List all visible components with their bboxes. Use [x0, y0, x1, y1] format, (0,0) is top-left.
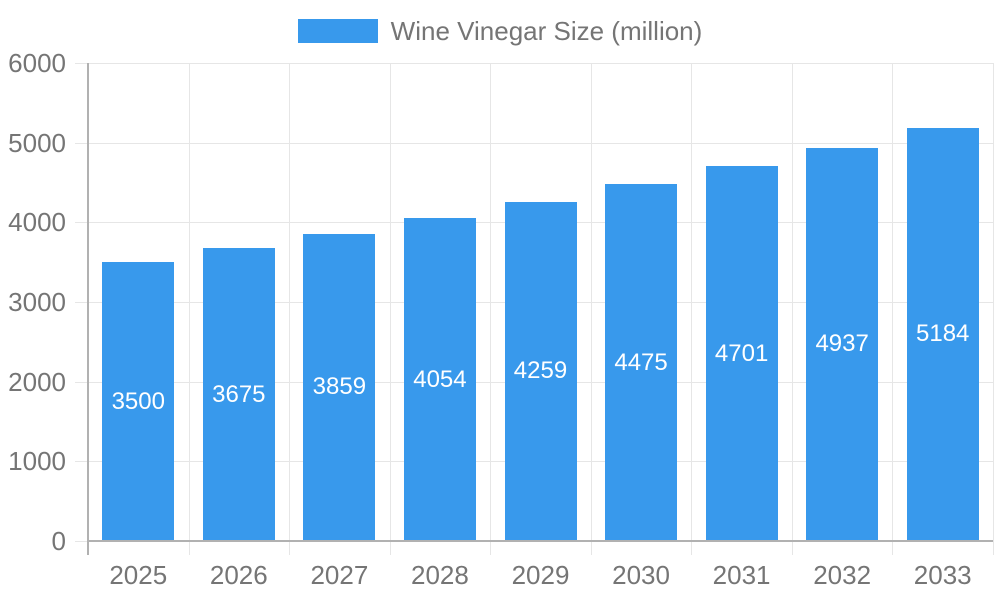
- y-axis-tick-label: 4000: [8, 207, 66, 238]
- bar-2032[interactable]: 4937: [806, 147, 879, 541]
- bar-value-label: 4259: [513, 357, 568, 385]
- bar-2025[interactable]: 3500: [102, 262, 175, 541]
- bar-value-label: 4475: [614, 348, 668, 376]
- bar-2029[interactable]: 4259: [504, 201, 577, 541]
- bar-value-label: 4054: [413, 365, 467, 393]
- y-axis-line: [87, 63, 89, 555]
- bar-value-label: 3675: [212, 380, 266, 408]
- bar-2027[interactable]: 3859: [303, 233, 376, 541]
- y-axis-tick-label: 0: [51, 526, 66, 556]
- bar-value-label: 5184: [916, 320, 970, 348]
- gridline-vertical: [691, 63, 693, 555]
- bar-2031[interactable]: 4701: [705, 166, 778, 541]
- bar-value-label: 3859: [312, 373, 367, 401]
- gridline-vertical: [993, 63, 994, 555]
- x-axis-tick-label: 2031: [712, 560, 771, 590]
- gridline-vertical: [389, 63, 391, 555]
- bar-value-label: 4701: [714, 339, 769, 367]
- legend[interactable]: Wine Vinegar Size (million): [0, 14, 1000, 48]
- gridline-vertical: [892, 63, 894, 555]
- x-axis-tick-label: 2025: [109, 560, 168, 590]
- gridline-vertical: [590, 63, 592, 555]
- gridline-vertical: [289, 63, 291, 555]
- bar-2028[interactable]: 4054: [403, 218, 476, 541]
- y-axis-tick-label: 6000: [8, 48, 66, 78]
- y-axis-tick-label: 5000: [8, 127, 66, 158]
- x-axis-tick-label: 2033: [913, 560, 972, 590]
- gridline-vertical: [188, 63, 190, 555]
- y-axis-tick-label: 3000: [8, 287, 66, 317]
- bar-2026[interactable]: 3675: [202, 248, 275, 541]
- y-axis-tick-label: 2000: [8, 366, 66, 397]
- x-axis-tick-label: 2026: [209, 560, 268, 590]
- gridline-vertical: [490, 63, 492, 555]
- legend-label: Wine Vinegar Size (million): [390, 16, 703, 46]
- x-axis-tick-label: 2030: [612, 560, 670, 590]
- x-axis-tick-label: 2032: [813, 560, 872, 590]
- gridline-vertical: [791, 63, 793, 555]
- bar-value-label: 4937: [815, 330, 869, 358]
- bar-2033[interactable]: 5184: [906, 128, 979, 541]
- x-axis-line: [88, 540, 993, 542]
- bar-value-label: 3500: [111, 387, 165, 415]
- y-axis-tick-label: 1000: [8, 446, 66, 477]
- bar-2030[interactable]: 4475: [605, 184, 678, 541]
- legend-swatch-icon: [297, 19, 378, 43]
- x-axis-tick-label: 2027: [310, 560, 369, 590]
- gridline-horizontal: [75, 63, 993, 64]
- x-axis-tick-label: 2028: [411, 560, 469, 590]
- x-axis-tick-label: 2029: [511, 560, 570, 590]
- gridline-horizontal: [75, 142, 993, 144]
